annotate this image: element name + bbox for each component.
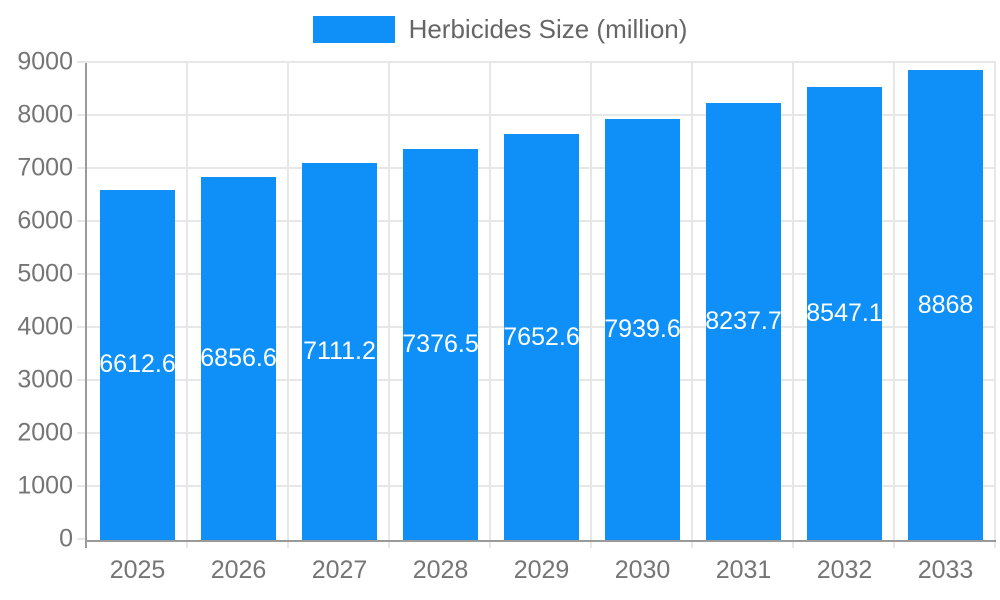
y-axis-tick [77,379,87,381]
gridline-vertical [489,63,491,540]
x-tick-label: 2031 [715,556,772,584]
bar-2027: 7111.2 [302,163,377,540]
bar-2032: 8547.1 [806,87,883,540]
y-tick-label: 1000 [17,471,73,500]
x-tick-label: 2025 [109,556,166,584]
x-axis-tick [489,540,491,548]
bar-2026: 6856.6 [200,176,277,540]
y-tick-label: 4000 [17,312,73,341]
x-axis-tick [388,540,390,548]
y-tick-label: 0 [59,524,73,553]
y-axis-tick [77,114,87,116]
bar-value-label: 8547.1 [806,299,883,327]
legend-swatch [312,16,395,43]
bar-2033: 8868 [908,70,983,540]
x-tick-label: 2027 [311,556,368,584]
x-tick-label: 2026 [210,556,267,584]
x-axis-tick [186,540,188,548]
y-tick-label: 9000 [17,47,73,76]
y-tick-label: 2000 [17,418,73,447]
bar-value-label: 6856.6 [200,343,277,372]
gridline-horizontal [87,61,996,63]
bar-value-label: 7652.6 [503,322,580,351]
x-axis-tick [590,540,592,548]
gridline-vertical [186,63,188,540]
gridline-vertical [792,63,794,540]
x-tick-label: 2028 [412,556,469,584]
bar-value-label: 6612.6 [99,350,176,379]
x-axis-tick [792,540,794,548]
x-tick-label: 2033 [917,556,974,584]
y-axis-tick [77,538,87,540]
gridline-vertical [893,63,895,540]
bar-value-label: 8868 [917,290,974,319]
x-tick-label: 2029 [513,556,570,584]
gridline-vertical [590,63,592,540]
gridline-horizontal [87,114,996,116]
plot-area: 0 1000 2000 3000 4000 5000 6000 7000 8000 9000 661… [17,48,996,584]
bar-value-label: 7939.6 [604,315,681,344]
x-axis-line [85,540,996,542]
bar-2025: 6612.6 [99,189,176,540]
y-axis-tick [77,485,87,487]
legend-label: Herbicides Size (million) [408,14,688,44]
y-axis-line [85,63,87,548]
bar-2031: 8237.7 [705,103,782,540]
x-axis-tick [893,540,895,548]
y-axis-tick [77,273,87,275]
y-tick-label: 3000 [17,365,73,394]
y-tick-label: 5000 [17,259,73,288]
gridline-vertical [287,63,289,540]
bar-2029: 7652.6 [503,134,580,540]
x-axis-tick [287,540,289,548]
y-axis-tick [77,167,87,169]
bar-value-label: 8237.7 [705,307,782,336]
legend[interactable]: Herbicides Size (million) [0,14,1000,45]
x-tick-label: 2032 [816,556,873,584]
gridline-vertical [691,63,693,540]
y-axis-tick [77,61,87,63]
x-axis-tick [691,540,693,548]
y-tick-label: 7000 [17,153,73,182]
gridline-vertical [388,63,390,540]
bar-value-label: 7376.5 [402,330,479,359]
y-axis-tick [77,432,87,434]
y-tick-label: 8000 [17,100,73,129]
x-axis-tick [994,540,996,548]
y-axis-tick [77,326,87,328]
y-axis-tick [77,220,87,222]
bar-2030: 7939.6 [604,119,681,540]
bar-2028: 7376.5 [402,149,479,540]
y-tick-label: 6000 [17,206,73,235]
gridline-vertical [994,63,996,540]
bar-value-label: 7111.2 [303,337,376,366]
x-tick-label: 2030 [614,556,671,584]
